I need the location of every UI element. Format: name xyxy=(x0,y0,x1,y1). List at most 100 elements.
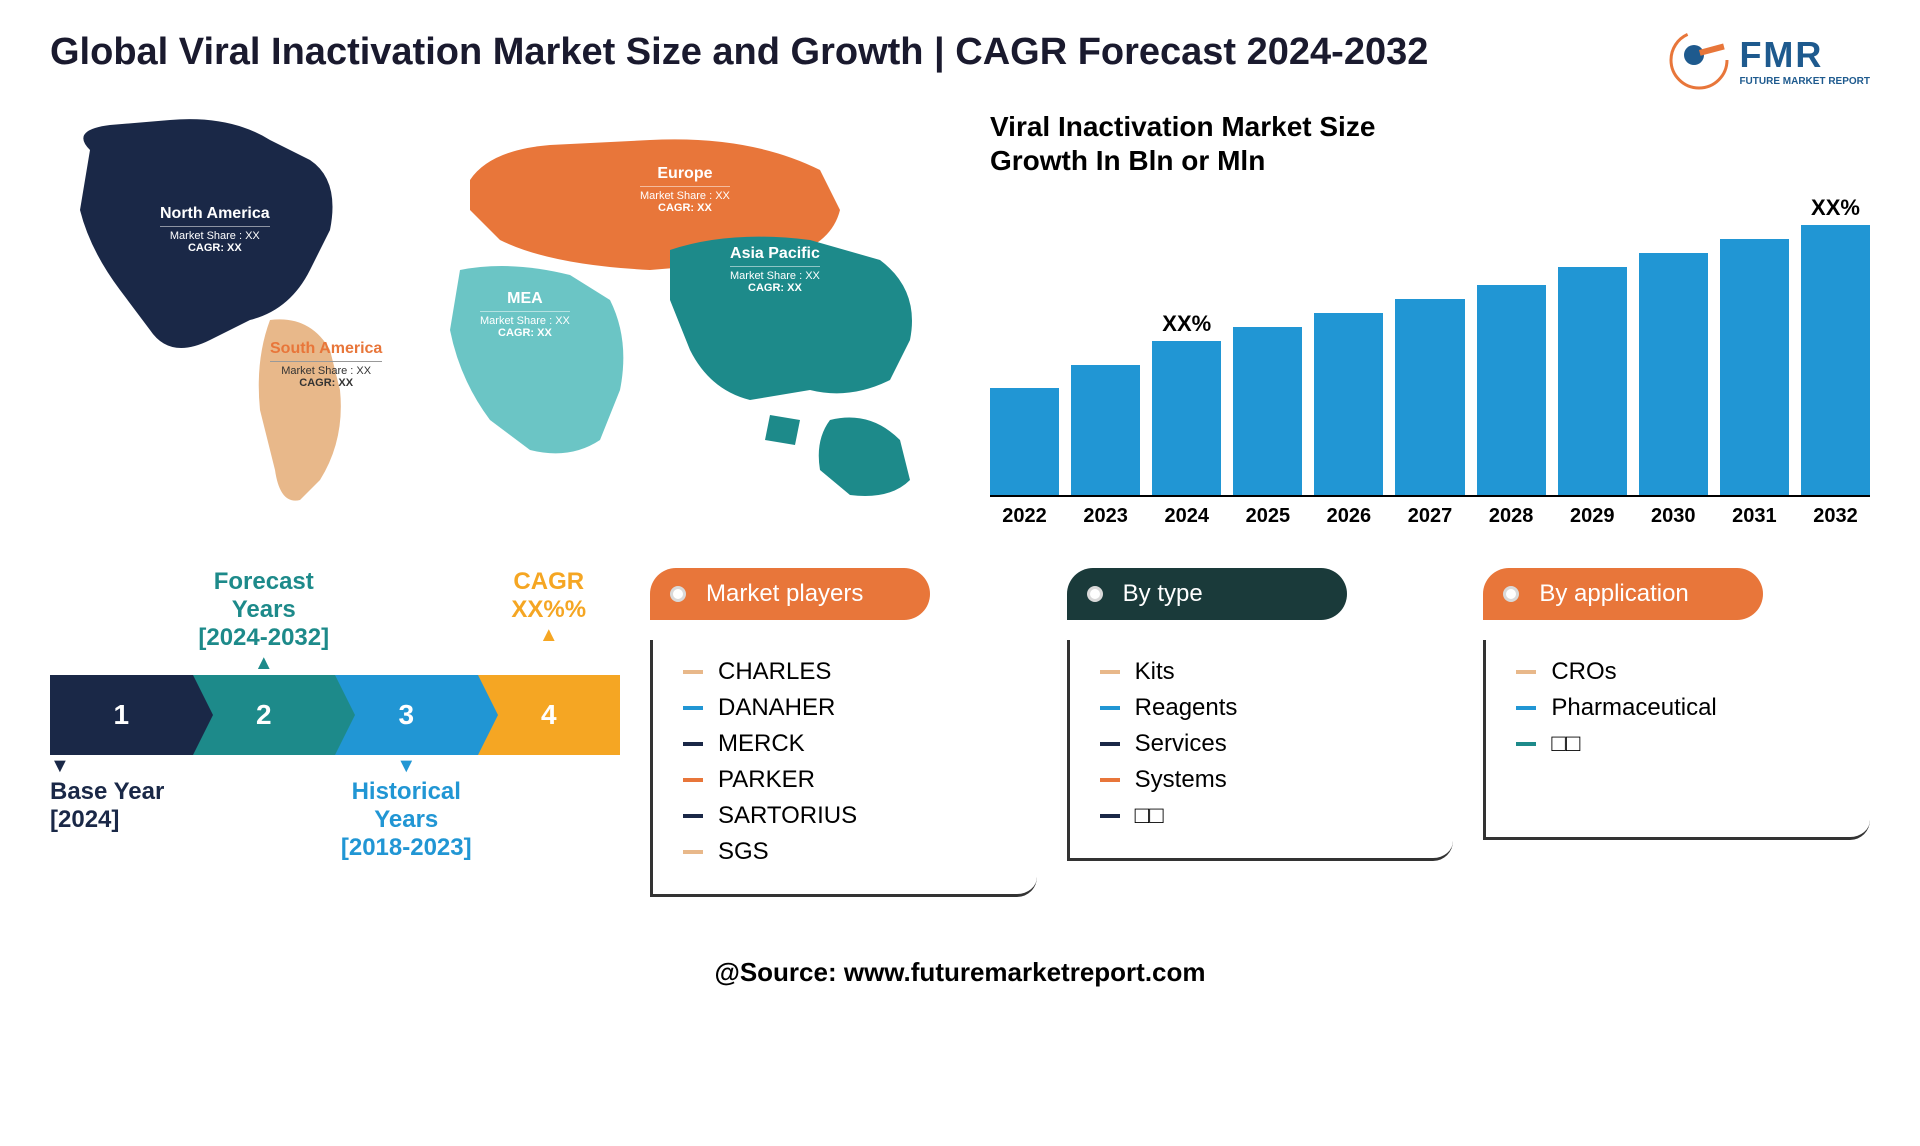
cagr-label: CAGR xyxy=(478,568,621,596)
region-sa-cagr: CAGR: XX xyxy=(270,377,382,389)
bar-labels-row: 2022202320242025202620272028202920302031… xyxy=(990,497,1870,528)
region-sa-share: Market Share : XX xyxy=(270,361,382,377)
panel-header-application: By application xyxy=(1483,568,1763,620)
timeline-segment: 4 xyxy=(478,675,621,755)
item-text: □□ xyxy=(1551,730,1580,758)
bar-wrap xyxy=(990,388,1059,495)
timeline-area: Forecast Years [2024-2032] ▲ CAGR XX%% ▲… xyxy=(50,568,620,897)
dash-icon xyxy=(683,670,703,674)
item-text: PARKER xyxy=(718,766,815,794)
dash-icon xyxy=(683,814,703,818)
dash-icon xyxy=(1100,814,1120,818)
list-item: Systems xyxy=(1100,766,1454,794)
item-text: SARTORIUS xyxy=(718,802,857,830)
bar-year-label: 2031 xyxy=(1732,505,1777,528)
forecast-label: Forecast Years xyxy=(193,568,336,624)
region-ap-name: Asia Pacific xyxy=(730,245,820,263)
item-text: Kits xyxy=(1135,658,1175,686)
arrow-up-icon: ▲ xyxy=(193,652,336,675)
item-text: Services xyxy=(1135,730,1227,758)
region-eu-share: Market Share : XX xyxy=(640,186,730,202)
base-range: [2024] xyxy=(50,806,193,834)
region-na-share: Market Share : XX xyxy=(160,226,270,242)
dash-icon xyxy=(683,778,703,782)
region-na-cagr: CAGR: XX xyxy=(160,242,270,254)
item-text: SGS xyxy=(718,838,769,866)
list-item: PARKER xyxy=(683,766,1037,794)
dot-icon xyxy=(1503,586,1519,602)
logo-icon xyxy=(1669,30,1729,90)
arrow-up-icon: ▲ xyxy=(478,624,621,647)
dash-icon xyxy=(1100,670,1120,674)
page-title: Global Viral Inactivation Market Size an… xyxy=(50,30,1428,76)
chart-bar: XX% xyxy=(1801,225,1870,496)
timeline-bar: 1234 xyxy=(50,675,620,755)
bar-year-label: 2028 xyxy=(1489,505,1534,528)
cagr-value: XX%% xyxy=(478,596,621,624)
panel-application: By application CROs Pharmaceutical □□ xyxy=(1483,568,1870,897)
region-na-name: North America xyxy=(160,205,270,223)
panel-header-players: Market players xyxy=(650,568,930,620)
dash-icon xyxy=(683,850,703,854)
forecast-range: [2024-2032] xyxy=(193,624,336,652)
item-text: MERCK xyxy=(718,730,805,758)
item-text: □□ xyxy=(1135,802,1164,830)
dash-icon xyxy=(1516,706,1536,710)
list-item: Services xyxy=(1100,730,1454,758)
list-item: Pharmaceutical xyxy=(1516,694,1870,722)
dot-icon xyxy=(670,586,686,602)
bar-annotation: XX% xyxy=(1162,311,1211,337)
chart-bar xyxy=(1071,365,1140,496)
bar-year-label: 2026 xyxy=(1327,505,1372,528)
logo-subtitle: FUTURE MARKET REPORT xyxy=(1739,76,1870,87)
timeline-segment: 3 xyxy=(335,675,478,755)
list-item: Reagents xyxy=(1100,694,1454,722)
list-item: DANAHER xyxy=(683,694,1037,722)
chart-bar xyxy=(1639,253,1708,496)
bar-wrap xyxy=(1395,299,1464,495)
dash-icon xyxy=(683,706,703,710)
chart-bar xyxy=(1233,327,1302,495)
list-item: CROs xyxy=(1516,658,1870,686)
timeline-segment: 2 xyxy=(193,675,336,755)
panel-title: By type xyxy=(1123,580,1203,608)
bar-wrap xyxy=(1071,365,1140,496)
panel-title: By application xyxy=(1539,580,1688,608)
panel-players: Market players CHARLES DANAHER MERCK PARKER… xyxy=(650,568,1037,897)
dash-icon xyxy=(1516,670,1536,674)
dot-icon xyxy=(1087,586,1103,602)
region-eu-cagr: CAGR: XX xyxy=(640,202,730,214)
item-text: DANAHER xyxy=(718,694,835,722)
region-sa-name: South America xyxy=(270,340,382,358)
list-item: MERCK xyxy=(683,730,1037,758)
source-text: @Source: www.futuremarketreport.com xyxy=(50,957,1870,988)
bar-wrap xyxy=(1558,267,1627,496)
dash-icon xyxy=(683,742,703,746)
bar-annotation: XX% xyxy=(1811,195,1860,221)
world-map: North America Market Share : XX CAGR: XX… xyxy=(50,110,950,510)
item-text: CROs xyxy=(1551,658,1616,686)
chart-bar xyxy=(1395,299,1464,495)
chart-bar xyxy=(1720,239,1789,496)
bar-year-label: 2030 xyxy=(1651,505,1696,528)
bar-wrap xyxy=(1314,313,1383,495)
item-text: Reagents xyxy=(1135,694,1238,722)
list-item: □□ xyxy=(1100,802,1454,830)
dash-icon xyxy=(1100,778,1120,782)
chart-bar xyxy=(1477,285,1546,495)
bar-year-label: 2032 xyxy=(1813,505,1858,528)
chart-bar xyxy=(1558,267,1627,496)
bar-wrap xyxy=(1720,239,1789,496)
item-text: CHARLES xyxy=(718,658,831,686)
bar-wrap xyxy=(1477,285,1546,495)
panel-list: CHARLES DANAHER MERCK PARKER SARTORIUS SGS xyxy=(650,640,1037,897)
panel-title: Market players xyxy=(706,580,863,608)
dash-icon xyxy=(1100,742,1120,746)
fmr-logo: FMR FUTURE MARKET REPORT xyxy=(1669,30,1870,90)
bar-chart: XX% XX% xyxy=(990,217,1870,497)
panel-list: CROs Pharmaceutical □□ xyxy=(1483,640,1870,840)
bar-year-label: 2023 xyxy=(1083,505,1128,528)
panel-header-type: By type xyxy=(1067,568,1347,620)
bar-year-label: 2024 xyxy=(1164,505,1209,528)
chart-title: Viral Inactivation Market Size Growth In… xyxy=(990,110,1390,177)
